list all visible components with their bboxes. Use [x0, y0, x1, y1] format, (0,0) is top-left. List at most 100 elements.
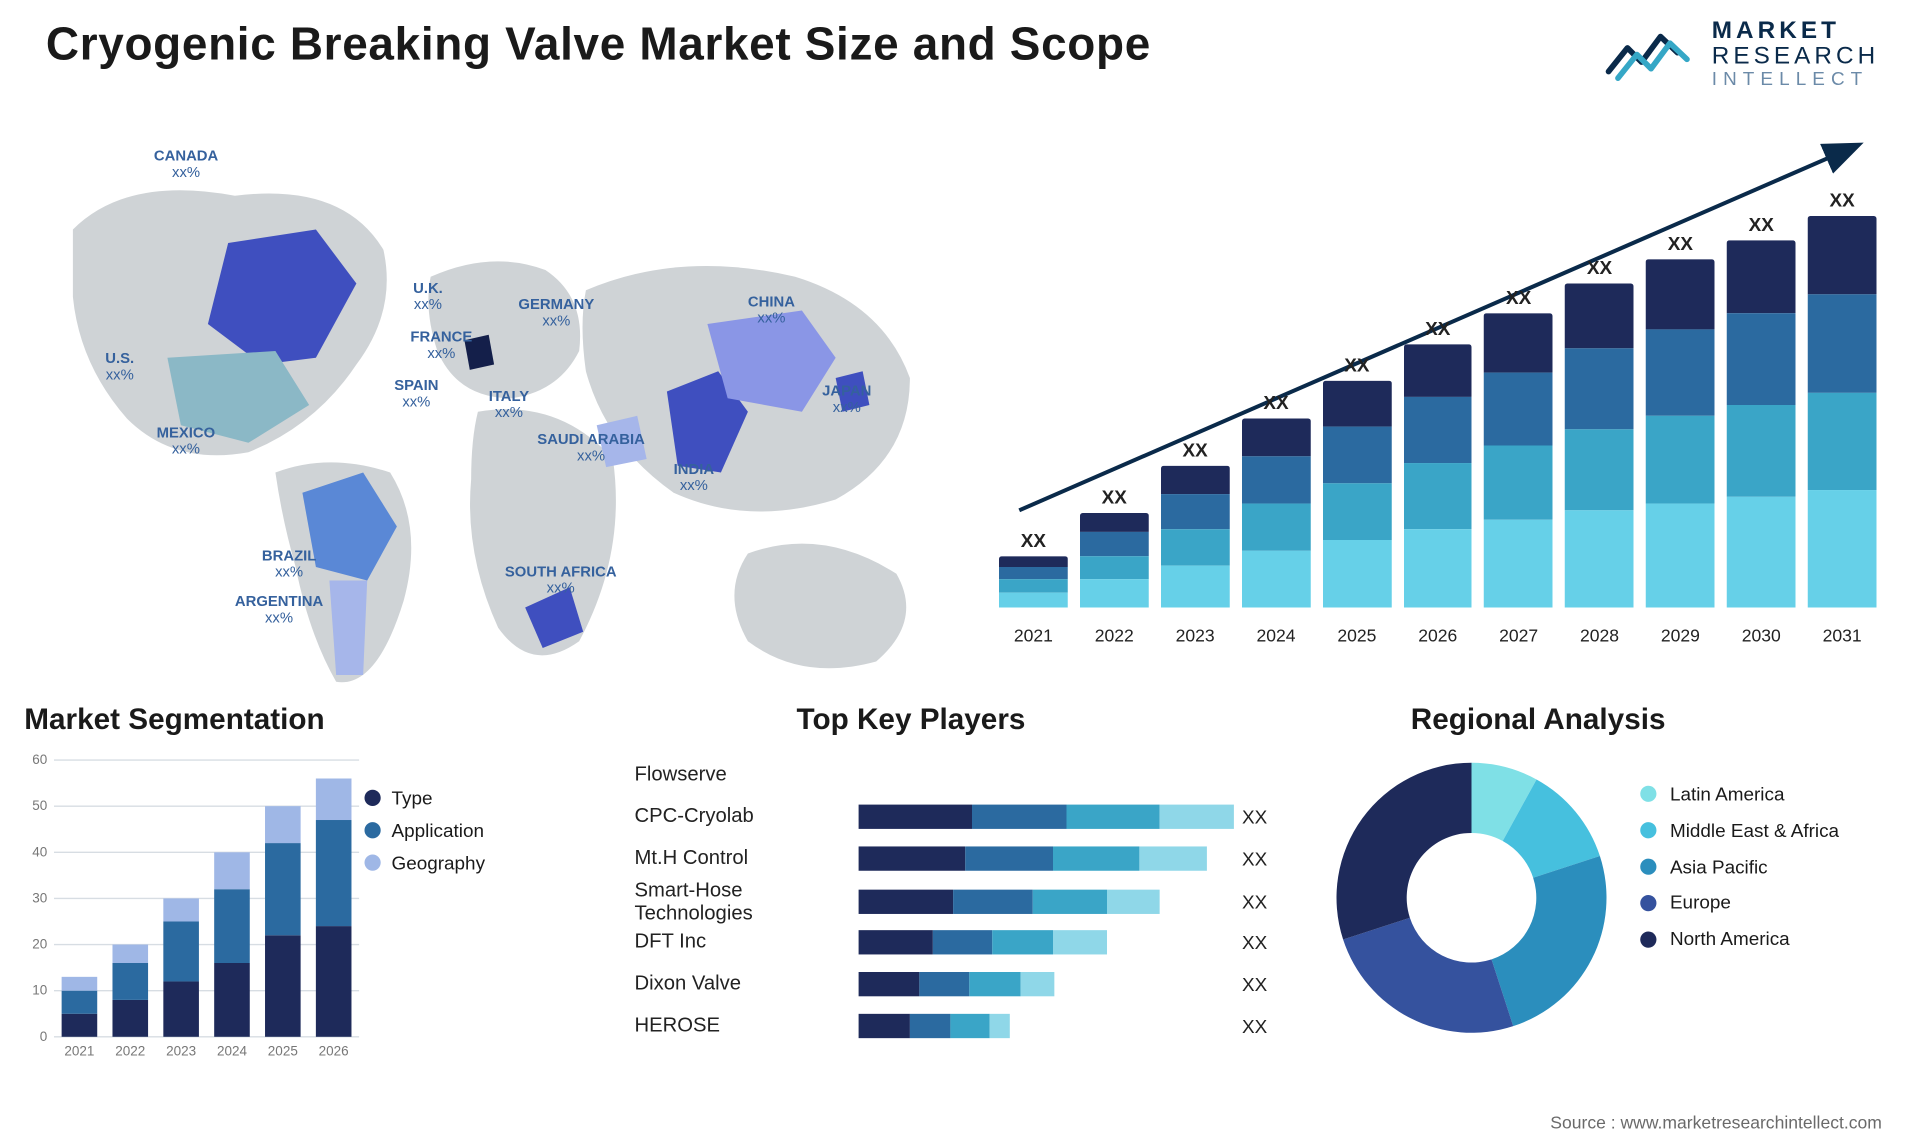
regional-donut [1330, 756, 1614, 1040]
player-name: Flowserve [635, 763, 851, 786]
main-bar-2024: XX [1242, 392, 1311, 608]
player-bar [859, 971, 1234, 995]
source-label: Source : www.marketresearchintellect.com [1550, 1112, 1882, 1132]
svg-text:10: 10 [32, 983, 47, 998]
region-legend-item: Europe [1640, 892, 1839, 915]
seg-bar [112, 963, 148, 1000]
seg-bar [62, 1014, 98, 1037]
player-row: Mt.H Control XX [635, 837, 1297, 879]
key-players-section: Top Key Players FlowserveCPC-CryolabXXMt… [635, 702, 1297, 1046]
map-label-china: CHINAxx% [748, 294, 795, 327]
map-label-france: FRANCExx% [410, 329, 472, 362]
main-xaxis-label: 2021 [999, 625, 1068, 645]
svg-text:60: 60 [32, 753, 47, 767]
main-bar-value: XX [1021, 529, 1046, 551]
main-bar-value: XX [1425, 317, 1450, 339]
svg-text:2025: 2025 [268, 1044, 298, 1059]
player-name: CPC-Cryolab [635, 805, 851, 828]
logo-icon [1604, 16, 1699, 89]
map-label-argentina: ARGENTINAxx% [235, 594, 323, 627]
main-bar-2023: XX [1161, 439, 1230, 608]
main-xaxis-label: 2027 [1484, 625, 1553, 645]
player-bar [859, 804, 1234, 828]
main-bar-value: XX [1668, 232, 1693, 254]
player-row: DFT Inc XX [635, 921, 1297, 963]
seg-bar [163, 898, 199, 921]
svg-text:20: 20 [32, 937, 47, 952]
player-value: XX [1242, 847, 1296, 869]
map-label-u-k-: U.K.xx% [413, 281, 443, 314]
main-bar-2030: XX [1727, 213, 1796, 607]
main-bar-value: XX [1102, 486, 1127, 508]
map-label-mexico: MEXICOxx% [157, 425, 216, 458]
seg-bar [214, 852, 250, 889]
main-bar-2028: XX [1565, 257, 1634, 608]
player-bar [859, 929, 1234, 953]
map-label-japan: JAPANxx% [822, 383, 871, 416]
player-name: Dixon Valve [635, 972, 851, 995]
seg-legend-item: Application [365, 819, 486, 841]
seg-legend-item: Type [365, 787, 486, 809]
player-bar [859, 846, 1234, 870]
region-legend-item: Latin America [1640, 783, 1839, 806]
player-row: HEROSE XX [635, 1004, 1297, 1046]
main-bar-2026: XX [1403, 317, 1472, 607]
player-value: XX [1242, 805, 1296, 827]
main-bar-value: XX [1506, 286, 1531, 308]
world-map: CANADAxx%U.S.xx%MEXICOxx%BRAZILxx%ARGENT… [46, 122, 964, 689]
seg-bar [112, 1000, 148, 1037]
svg-text:2022: 2022 [115, 1044, 145, 1059]
players-title: Top Key Players [797, 702, 1297, 737]
seg-bar [265, 806, 301, 843]
player-bar [859, 890, 1234, 914]
player-name: DFT Inc [635, 930, 851, 953]
main-xaxis-label: 2029 [1646, 625, 1715, 645]
region-legend-item: Asia Pacific [1640, 855, 1839, 878]
player-name: Mt.H Control [635, 846, 851, 869]
main-xaxis-label: 2031 [1808, 625, 1877, 645]
donut-slice [1337, 763, 1472, 940]
player-row: CPC-Cryolab XX [635, 795, 1297, 837]
segmentation-section: Market Segmentation 01020304050602021202… [24, 702, 591, 1064]
player-value: XX [1242, 891, 1296, 913]
map-label-u-s-: U.S.xx% [105, 351, 134, 384]
player-name: HEROSE [635, 1014, 851, 1037]
main-bar-2031: XX [1808, 189, 1877, 608]
player-bar [859, 762, 1234, 786]
seg-bar [316, 926, 352, 1037]
segmentation-title: Market Segmentation [24, 702, 591, 737]
player-row: Flowserve [635, 753, 1297, 795]
main-xaxis-label: 2026 [1403, 625, 1472, 645]
player-row: Dixon Valve XX [635, 963, 1297, 1005]
region-legend-item: Middle East & Africa [1640, 819, 1839, 842]
regional-title: Regional Analysis [1411, 702, 1897, 737]
region-legend-item: North America [1640, 928, 1839, 951]
main-bar-value: XX [1749, 213, 1774, 235]
main-bar-2022: XX [1080, 486, 1149, 608]
logo-line1: MARKET [1712, 17, 1879, 43]
main-xaxis-label: 2030 [1727, 625, 1796, 645]
player-value: XX [1242, 1015, 1296, 1037]
logo: MARKET RESEARCH INTELLECT [1604, 16, 1879, 89]
map-label-south-africa: SOUTH AFRICAxx% [505, 564, 617, 597]
svg-text:2021: 2021 [64, 1044, 94, 1059]
regional-section: Regional Analysis [1330, 702, 1897, 753]
player-value: XX [1242, 973, 1296, 995]
page-title: Cryogenic Breaking Valve Market Size and… [46, 19, 1151, 72]
seg-bar [265, 935, 301, 1036]
seg-bar [265, 843, 301, 935]
seg-bar [214, 963, 250, 1037]
player-bar [859, 1013, 1234, 1037]
svg-text:50: 50 [32, 798, 47, 813]
svg-text:0: 0 [40, 1029, 48, 1044]
main-xaxis-label: 2028 [1565, 625, 1634, 645]
seg-bar [316, 820, 352, 926]
main-bar-2021: XX [999, 529, 1068, 607]
main-xaxis-label: 2023 [1161, 625, 1230, 645]
map-label-india: INDIAxx% [674, 462, 714, 495]
map-label-spain: SPAINxx% [394, 378, 438, 411]
main-growth-chart: XXXXXXXXXXXXXXXXXXXXXX 20212022202320242… [999, 132, 1877, 645]
main-bar-value: XX [1829, 189, 1854, 211]
player-value: XX [1242, 931, 1296, 953]
seg-bar [163, 921, 199, 981]
